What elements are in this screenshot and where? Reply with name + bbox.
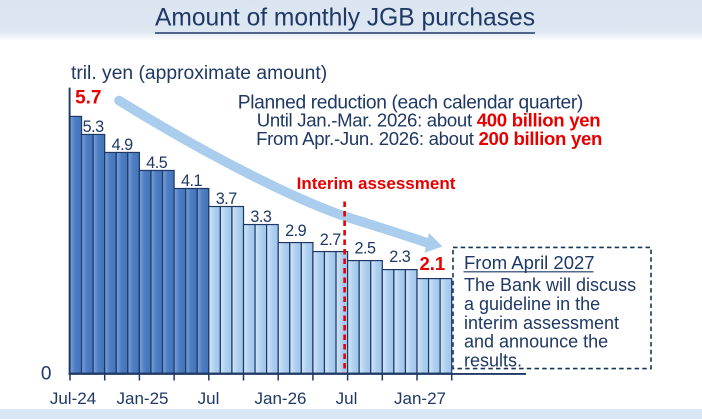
svg-text:Jan-27: Jan-27 <box>394 389 446 408</box>
svg-text:and announce the: and announce the <box>464 332 608 352</box>
svg-text:2.7: 2.7 <box>320 231 342 249</box>
svg-text:Jul: Jul <box>198 389 220 408</box>
svg-text:a guideline in the: a guideline in the <box>464 294 600 314</box>
svg-text:2.9: 2.9 <box>285 222 307 240</box>
svg-text:5.7: 5.7 <box>75 88 101 109</box>
svg-text:3.7: 3.7 <box>216 190 238 208</box>
svg-text:tril. yen (approximate amount): tril. yen (approximate amount) <box>71 63 327 84</box>
svg-text:4.1: 4.1 <box>181 172 203 190</box>
svg-text:2.5: 2.5 <box>354 240 376 258</box>
svg-text:Amount of monthly JGB purchase: Amount of monthly JGB purchases <box>155 5 535 32</box>
svg-text:0: 0 <box>41 363 52 384</box>
svg-text:2.1: 2.1 <box>419 253 445 274</box>
svg-text:4.5: 4.5 <box>146 154 168 172</box>
svg-text:From Apr.-Jun. 2026: about 200: From Apr.-Jun. 2026: about 200 billion y… <box>256 128 602 149</box>
svg-text:4.9: 4.9 <box>112 136 134 154</box>
svg-text:Jul: Jul <box>336 389 358 408</box>
svg-text:Planned reduction (each calend: Planned reduction (each calendar quarter… <box>238 92 583 113</box>
svg-text:interim assessment: interim assessment <box>464 313 619 333</box>
svg-text:3.3: 3.3 <box>250 208 272 226</box>
svg-text:results.: results. <box>464 351 522 371</box>
svg-text:2.3: 2.3 <box>389 248 411 266</box>
svg-text:5.3: 5.3 <box>83 118 105 136</box>
svg-text:From April 2027: From April 2027 <box>464 252 595 273</box>
svg-text:Jul-24: Jul-24 <box>50 389 96 408</box>
svg-text:Until Jan.-Mar. 2026: about 40: Until Jan.-Mar. 2026: about 400 billion … <box>257 110 601 131</box>
svg-text:Jan-26: Jan-26 <box>255 389 307 408</box>
svg-text:Interim assessment: Interim assessment <box>297 174 456 193</box>
svg-text:Jan-25: Jan-25 <box>117 389 169 408</box>
svg-text:The Bank will discuss: The Bank will discuss <box>464 275 636 295</box>
